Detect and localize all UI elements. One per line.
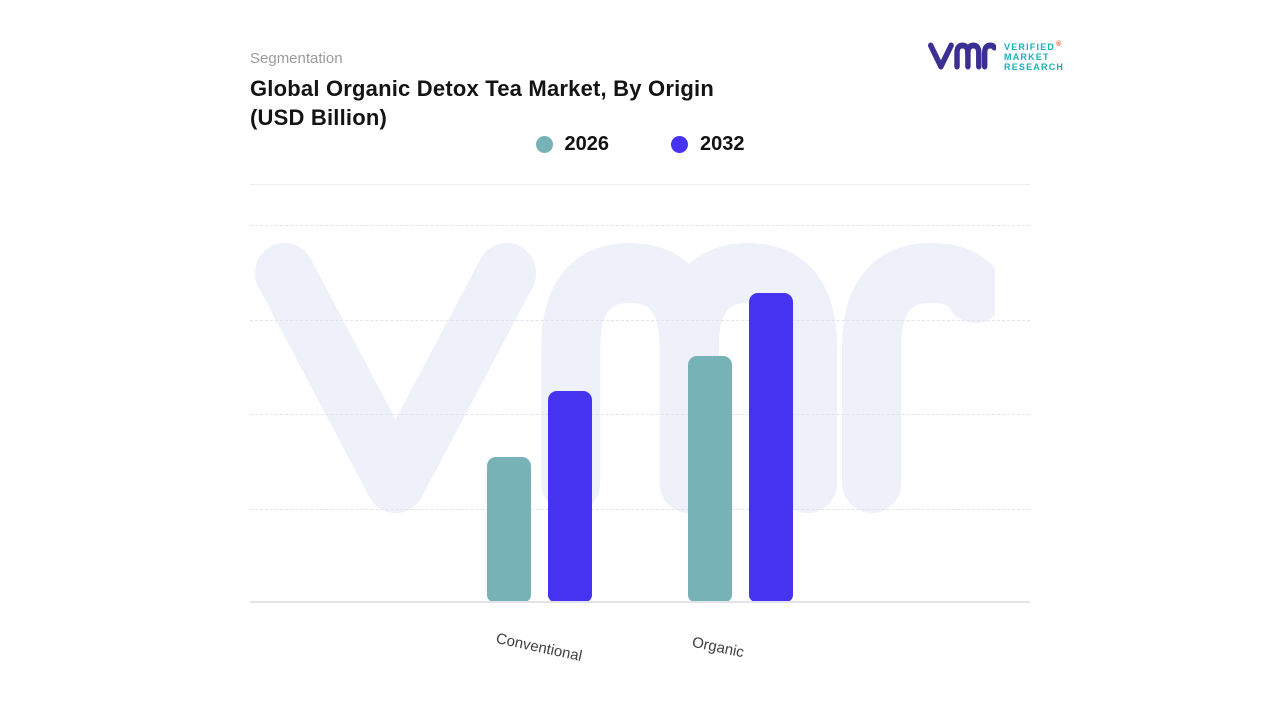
bar-groups [250,225,1030,603]
vmr-logo: VERIFIED® MARKET RESEARCH [928,40,1064,72]
brand-word-market: MARKET [1004,52,1050,62]
chart-legend: 2026 2032 [250,133,1030,156]
brand-word-research: RESEARCH [1004,62,1065,72]
bar-organic-2026[interactable] [688,356,732,602]
legend-item-2032[interactable]: 2032 [671,133,745,156]
legend-swatch-icon [535,136,553,153]
legend-item-2026[interactable]: 2026 [535,133,610,156]
bar-conventional-2026[interactable] [487,457,531,602]
chart-title-line2: (USD Billion) [250,105,388,130]
bar-conventional-2032[interactable] [548,391,592,602]
vmr-logo-icon [928,42,996,70]
plot-area [250,225,1030,603]
x-axis-labels: Conventional Organic [250,603,1030,683]
header-divider [250,184,1030,185]
legend-label: 2032 [700,133,745,155]
registered-mark: ® [1056,41,1063,48]
bar-group-organic [688,224,793,602]
brand-word-verified: VERIFIED® [1004,41,1063,52]
gridline [250,319,1030,321]
vmr-logo-text: VERIFIED® MARKET RESEARCH [1004,40,1064,72]
segmentation-label: Segmentation [250,50,343,67]
gridline [250,225,1030,226]
x-axis-label-conventional: Conventional [494,630,584,665]
legend-label: 2026 [564,133,610,155]
gridline [250,508,1030,510]
bar-organic-2032[interactable] [749,293,793,602]
chart-title-line1: Global Organic Detox Tea Market, By Orig… [250,76,714,101]
legend-swatch-icon [671,136,688,153]
bar-group-conventional [487,224,592,602]
chart-title: Global Organic Detox Tea Market, By Orig… [250,74,790,132]
gridline [250,414,1030,415]
x-axis-label-organic: Organic [690,633,746,662]
x-axis-line [250,601,1030,603]
